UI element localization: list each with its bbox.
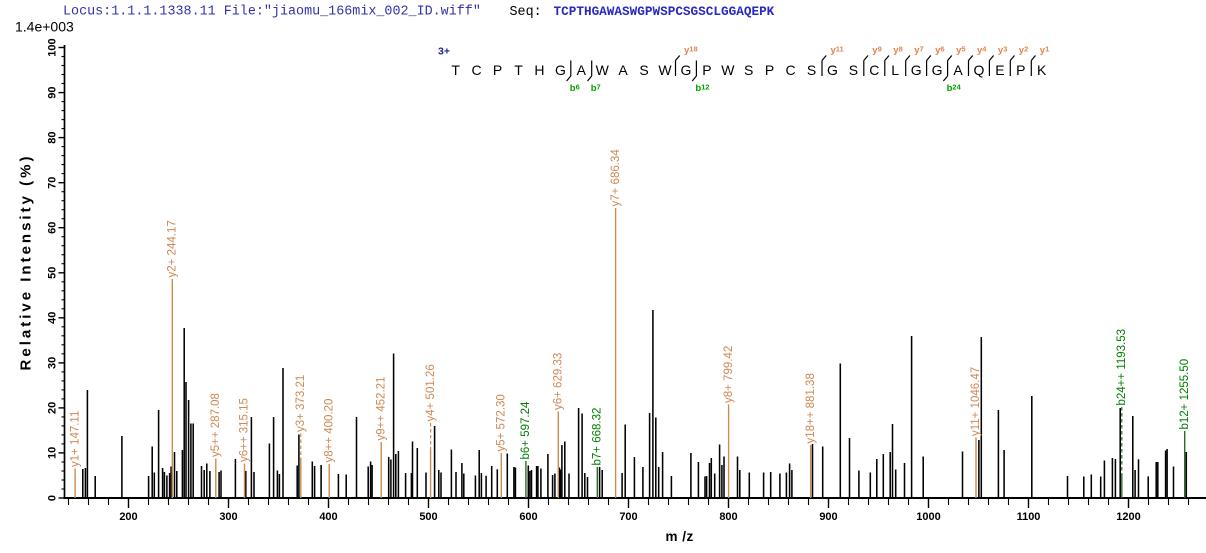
svg-text:700: 700 [619, 511, 637, 523]
svg-text:80: 80 [47, 131, 59, 143]
svg-text:y6: y6 [935, 45, 944, 57]
svg-text:S: S [807, 62, 816, 78]
svg-text:G: G [911, 62, 922, 78]
svg-text:600: 600 [519, 511, 537, 523]
svg-text:C: C [786, 62, 796, 78]
svg-text:90: 90 [47, 86, 59, 98]
svg-text:1200: 1200 [1116, 511, 1140, 523]
svg-text:C: C [869, 62, 879, 78]
svg-text:100: 100 [47, 38, 59, 56]
svg-text:y1+ 147.11: y1+ 147.11 [69, 411, 81, 467]
svg-text:b24: b24 [947, 83, 962, 95]
svg-text:y1: y1 [1040, 45, 1049, 57]
svg-text:60: 60 [47, 222, 59, 234]
svg-text:A: A [577, 62, 587, 78]
svg-text:b6: b6 [570, 83, 580, 95]
svg-text:1.4e+003: 1.4e+003 [15, 19, 74, 35]
svg-text:y9: y9 [872, 45, 881, 57]
svg-text:A: A [953, 62, 963, 78]
svg-text:G: G [932, 62, 943, 78]
svg-text:b24++ 1193.53: b24++ 1193.53 [1116, 329, 1128, 406]
svg-text:y11+ 1046.47: y11+ 1046.47 [970, 367, 982, 436]
svg-text:300: 300 [219, 511, 237, 523]
svg-text:y2+ 244.17: y2+ 244.17 [167, 220, 179, 277]
svg-text:W: W [721, 62, 735, 78]
svg-text:Locus:1.1.1.1338.11 File:"jiao: Locus:1.1.1.1338.11 File:"jiaomu_166mix_… [63, 5, 481, 20]
svg-text:y5++ 287.08: y5++ 287.08 [210, 393, 222, 457]
svg-text:S: S [639, 62, 648, 78]
svg-text:P: P [493, 62, 502, 78]
svg-text:m /z: m /z [666, 529, 694, 544]
svg-text:y4+ 501.26: y4+ 501.26 [425, 364, 437, 421]
svg-text:W: W [658, 62, 672, 78]
svg-text:b12+ 1255.50: b12+ 1255.50 [1179, 359, 1191, 430]
svg-text:Relative Intensity (%): Relative Intensity (%) [18, 154, 35, 371]
svg-text:y3+ 373.21: y3+ 373.21 [295, 375, 307, 432]
svg-text:y9++ 452.21: y9++ 452.21 [375, 377, 387, 441]
svg-text:200: 200 [119, 511, 137, 523]
svg-text:G: G [827, 62, 838, 78]
svg-text:y8++ 400.20: y8++ 400.20 [323, 399, 335, 463]
svg-text:y4: y4 [977, 45, 987, 57]
svg-text:P: P [702, 62, 711, 78]
svg-text:T: T [514, 62, 523, 78]
svg-text:b7+ 668.32: b7+ 668.32 [592, 408, 604, 466]
svg-text:W: W [596, 62, 610, 78]
svg-text:1000: 1000 [916, 511, 940, 523]
svg-text:y8+ 799.42: y8+ 799.42 [723, 346, 735, 403]
svg-text:S: S [744, 62, 753, 78]
svg-text:40: 40 [47, 312, 59, 324]
svg-text:H: H [534, 62, 544, 78]
svg-text:10: 10 [47, 447, 59, 459]
svg-text:y5+ 572.30: y5+ 572.30 [496, 394, 508, 451]
svg-text:800: 800 [719, 511, 737, 523]
svg-text:E: E [995, 62, 1004, 78]
svg-text:y3: y3 [998, 45, 1007, 57]
svg-text:P: P [1016, 62, 1025, 78]
svg-text:y11: y11 [831, 45, 844, 57]
svg-text:70: 70 [47, 177, 59, 189]
svg-text:1100: 1100 [1017, 511, 1041, 523]
svg-text:30: 30 [47, 357, 59, 369]
svg-text:G: G [555, 62, 566, 78]
svg-text:A: A [618, 62, 628, 78]
svg-text:TCPTHGAWASWGPWSPCSGSCLGGAQEPK: TCPTHGAWASWGPWSPCSGSCLGGAQEPK [554, 4, 775, 19]
svg-text:K: K [1037, 62, 1047, 78]
svg-text:y6+ 629.33: y6+ 629.33 [553, 353, 565, 410]
svg-text:3+: 3+ [438, 46, 450, 58]
svg-text:y7: y7 [914, 45, 923, 57]
svg-text:b12: b12 [695, 83, 709, 95]
svg-text:y5: y5 [956, 45, 965, 57]
svg-text:T: T [451, 62, 460, 78]
svg-text:0: 0 [47, 495, 59, 501]
svg-text:20: 20 [47, 402, 59, 414]
svg-text:b6+ 597.24: b6+ 597.24 [520, 401, 532, 459]
svg-text:Q: Q [974, 62, 985, 78]
svg-text:S: S [849, 62, 858, 78]
svg-text:y6++ 315.15: y6++ 315.15 [239, 398, 251, 462]
svg-text:y18++ 881.38: y18++ 881.38 [805, 373, 817, 443]
svg-text:y8: y8 [893, 45, 902, 57]
svg-text:y2: y2 [1019, 45, 1028, 57]
svg-text:b7: b7 [591, 83, 601, 95]
svg-text:G: G [680, 62, 691, 78]
svg-text:50: 50 [47, 267, 59, 279]
svg-text:P: P [765, 62, 774, 78]
svg-text:L: L [891, 62, 899, 78]
svg-text:Seq:: Seq: [510, 5, 542, 20]
svg-text:900: 900 [819, 511, 837, 523]
svg-text:y7+ 686.34: y7+ 686.34 [610, 149, 622, 207]
svg-text:C: C [472, 62, 482, 78]
svg-text:y18: y18 [684, 45, 698, 57]
svg-text:400: 400 [319, 511, 337, 523]
svg-text:500: 500 [419, 511, 437, 523]
